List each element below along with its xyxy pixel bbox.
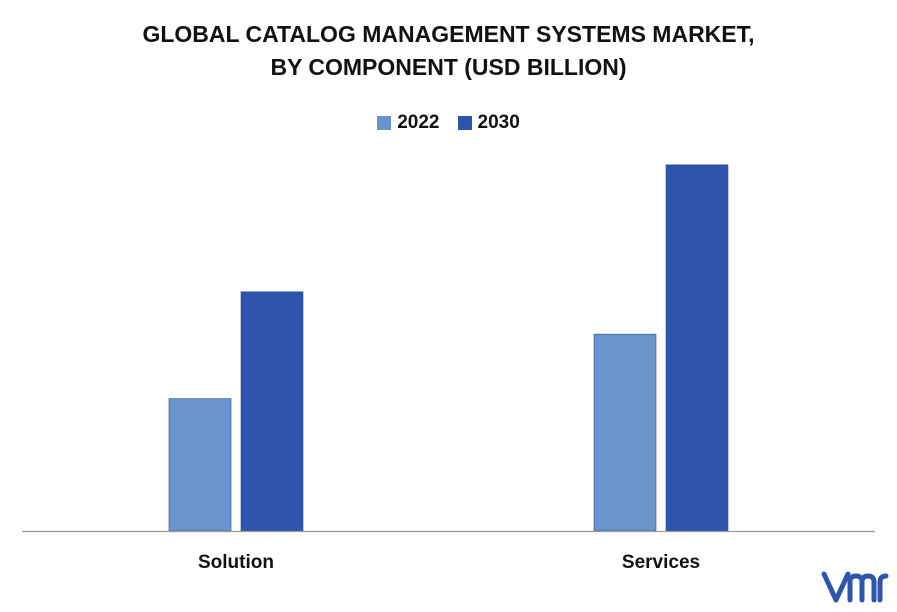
legend-swatch-2022 bbox=[377, 116, 392, 130]
legend-item-2022: 2022 bbox=[377, 112, 440, 134]
x-tick-label-solution: Solution bbox=[198, 552, 274, 573]
chart-title-line-1: GLOBAL CATALOG MANAGEMENT SYSTEMS MARKET… bbox=[142, 21, 755, 47]
legend-label-2030: 2030 bbox=[477, 112, 520, 133]
legend-label-2022: 2022 bbox=[397, 112, 440, 133]
legend-item-2030: 2030 bbox=[457, 112, 520, 134]
x-tick-label-services: Services bbox=[622, 552, 700, 573]
bar-services-2022 bbox=[593, 333, 657, 532]
chart-legend: 2022 2030 bbox=[0, 112, 897, 134]
bar-solution-2030 bbox=[240, 291, 304, 532]
bar-solution-2022 bbox=[168, 398, 232, 532]
legend-swatch-2030 bbox=[457, 116, 472, 130]
vmr-logo-icon bbox=[821, 571, 889, 603]
chart-title-line-2: BY COMPONENT (USD BILLION) bbox=[270, 54, 627, 80]
bar-services-2030 bbox=[665, 164, 729, 532]
chart-title: GLOBAL CATALOG MANAGEMENT SYSTEMS MARKET… bbox=[0, 18, 897, 84]
